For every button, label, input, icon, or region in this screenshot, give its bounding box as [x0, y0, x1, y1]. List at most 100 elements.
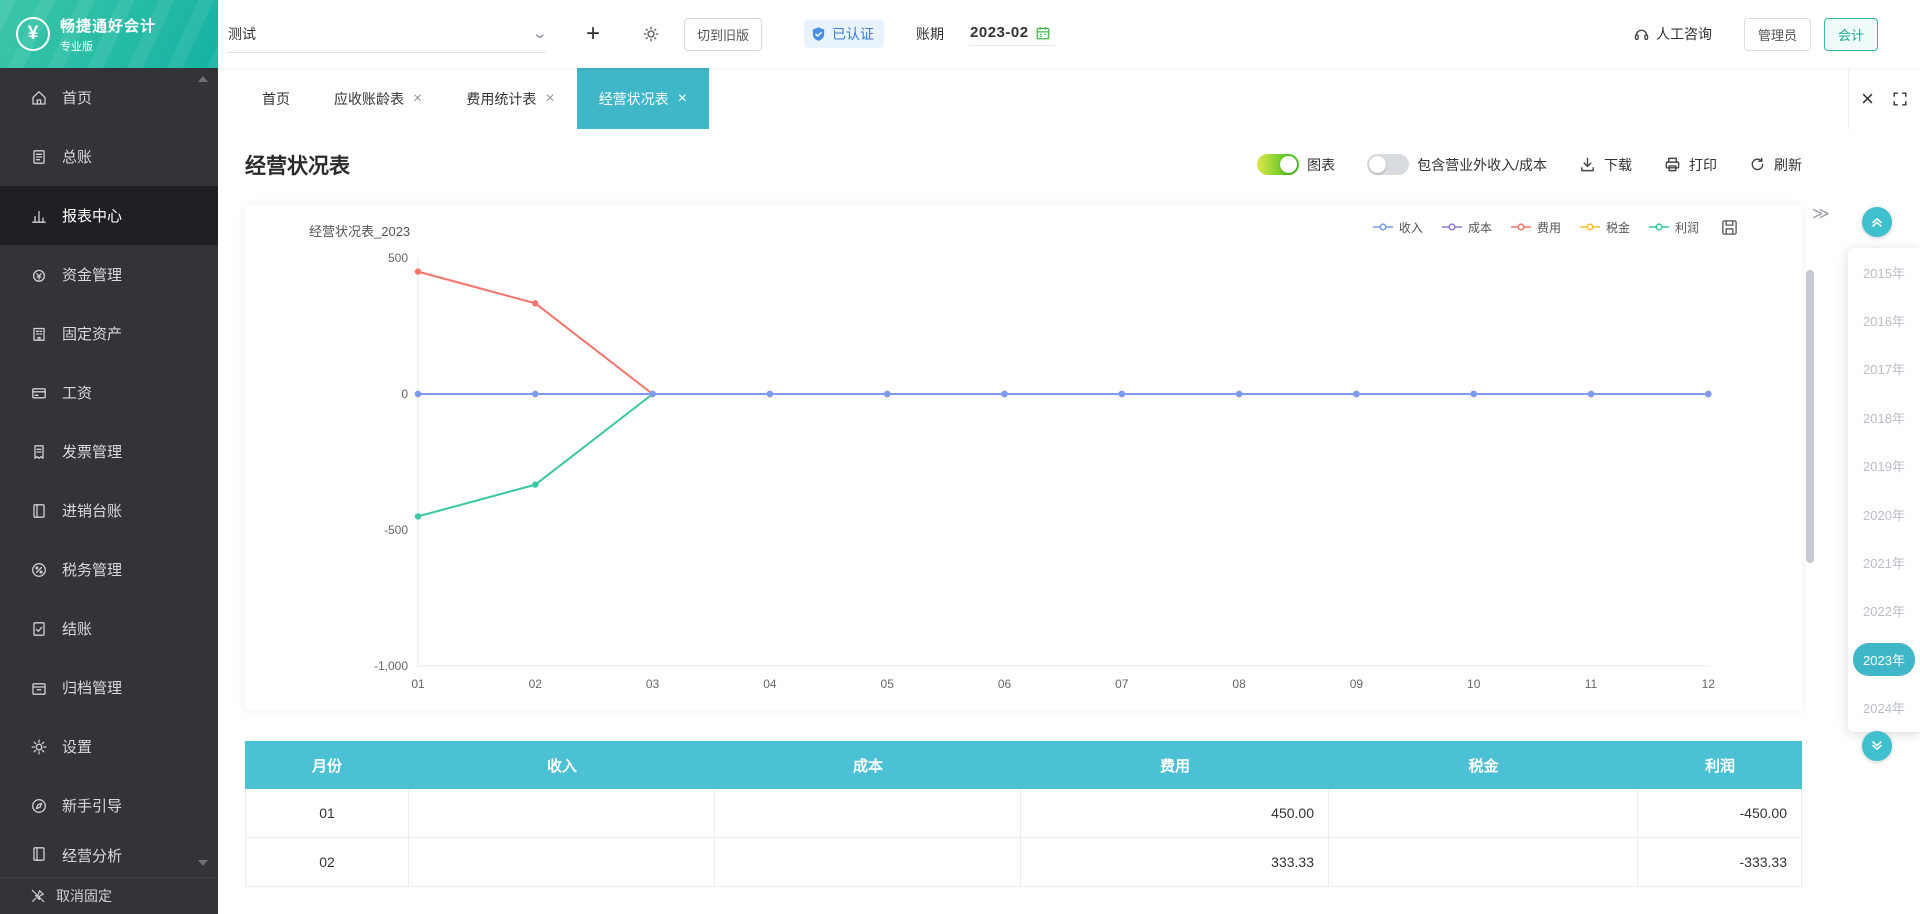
brand-name: 畅捷通好会计 — [60, 17, 157, 35]
report-table: 月份 收入 成本 费用 税金 利润 01 450.00 -450.00 02 333.33 -333… — [245, 741, 1802, 887]
sidebar-item-tax-management[interactable]: 税务管理 — [0, 540, 218, 599]
year-scroll-down-button[interactable] — [1862, 731, 1892, 761]
legend-item-税金[interactable]: 税金 — [1579, 219, 1630, 236]
sidebar-item-payroll[interactable]: 工资 — [0, 363, 218, 422]
chart-toggle[interactable] — [1257, 154, 1300, 175]
sidebar-item-settings[interactable]: 设置 — [0, 717, 218, 776]
save-chart-button[interactable] — [1721, 219, 1738, 236]
tab-home[interactable]: 首页 — [240, 68, 312, 129]
svg-text:05: 05 — [881, 677, 895, 691]
sidebar-item-report-center[interactable]: 报表中心 — [0, 186, 218, 245]
tab-close-icon[interactable]: × — [545, 89, 555, 107]
table-cell: 01 — [245, 789, 409, 837]
year-item-2022[interactable]: 2022年 — [1848, 587, 1920, 635]
tab-operating-status[interactable]: 经营状况表 × — [576, 68, 710, 129]
sidebar-item-invoice-management[interactable]: 发票管理 — [0, 422, 218, 481]
legend-item-成本[interactable]: 成本 — [1441, 219, 1492, 236]
fullscreen-button[interactable] — [1892, 91, 1908, 107]
support-link[interactable]: 人工咨询 — [1633, 24, 1712, 44]
switch-old-version-button[interactable]: 切到旧版 — [684, 17, 763, 51]
year-label: 2024年 — [1863, 701, 1905, 717]
sidebar-item-fund-management[interactable]: 资金管理 — [0, 245, 218, 304]
year-item-2015[interactable]: 2015年 — [1848, 248, 1920, 296]
year-item-2024[interactable]: 2024年 — [1848, 684, 1920, 732]
period-label: 账期 — [916, 26, 945, 42]
table-cell — [715, 789, 1021, 837]
brand-logo: ¥ 畅捷通好会计 专业版 — [0, 0, 218, 68]
close-all-tabs-button[interactable]: × — [1861, 85, 1874, 111]
svg-text:01: 01 — [411, 677, 425, 691]
top-header: ¥ 畅捷通好会计 专业版 测试 ⌄ + 切到旧版 已认证 账期 2023-02 … — [0, 0, 1920, 68]
year-item-2023[interactable]: 2023年 — [1848, 635, 1920, 683]
download-label: 下载 — [1604, 156, 1632, 173]
sidebar-item-home[interactable]: 首页 — [0, 68, 218, 127]
year-item-2021[interactable]: 2021年 — [1848, 538, 1920, 586]
tab-expense-stats[interactable]: 费用统计表 × — [444, 68, 576, 129]
sidebar-item-closing[interactable]: 结账 — [0, 599, 218, 658]
print-label: 打印 — [1689, 156, 1717, 173]
sidebar-item-label: 固定资产 — [62, 326, 123, 343]
period-picker[interactable]: 2023-02 — [970, 22, 1055, 46]
year-item-2019[interactable]: 2019年 — [1848, 442, 1920, 490]
year-label: 2017年 — [1863, 362, 1905, 378]
legend-marker — [1441, 221, 1463, 235]
year-item-2016[interactable]: 2016年 — [1848, 296, 1920, 344]
download-button[interactable]: 下载 — [1579, 155, 1632, 175]
double-chevron-up-icon — [1872, 218, 1882, 227]
table-row[interactable]: 02 333.33 -333.33 — [245, 838, 1802, 887]
chevron-down-icon: ⌄ — [531, 25, 549, 41]
admin-button[interactable]: 管理员 — [1743, 17, 1811, 51]
nonop-toggle[interactable] — [1367, 154, 1410, 175]
year-label: 2022年 — [1863, 604, 1905, 620]
settings-gear-button[interactable] — [642, 25, 660, 43]
sidebar-item-label: 进销台账 — [62, 503, 123, 520]
sidebar-item-beginner-guide[interactable]: 新手引导 — [0, 776, 218, 835]
sidebar-item-purchase-sales-ledger[interactable]: 进销台账 — [0, 481, 218, 540]
sidebar-item-general-ledger[interactable]: 总账 — [0, 127, 218, 186]
period-value: 2023-02 — [970, 24, 1029, 41]
legend-label: 费用 — [1536, 221, 1561, 235]
tab-close-icon[interactable]: × — [413, 89, 423, 107]
sidebar-item-fixed-assets[interactable]: 固定资产 — [0, 304, 218, 363]
legend-item-费用[interactable]: 费用 — [1510, 219, 1561, 236]
refresh-label: 刷新 — [1774, 156, 1802, 173]
invoice-icon — [30, 443, 48, 461]
add-company-button[interactable]: + — [586, 20, 601, 47]
home-icon — [30, 89, 48, 107]
content-scrollbar[interactable] — [1806, 270, 1814, 563]
role-button[interactable]: 会计 — [1823, 17, 1878, 51]
legend-item-收入[interactable]: 收入 — [1372, 219, 1423, 236]
sidebar-scroll-down-icon[interactable] — [198, 860, 208, 866]
year-label: 2023年 — [1853, 642, 1915, 676]
year-item-2018[interactable]: 2018年 — [1848, 393, 1920, 441]
table-header-cell: 利润 — [1704, 757, 1735, 775]
unpin-icon — [31, 889, 45, 903]
sidebar-item-partial[interactable]: 经营分析 — [0, 835, 218, 874]
year-item-2017[interactable]: 2017年 — [1848, 345, 1920, 393]
collapse-panel-icon[interactable]: ≫ — [1812, 204, 1830, 223]
certified-badge[interactable]: 已认证 — [804, 20, 885, 48]
tab-label: 经营状况表 — [598, 90, 669, 107]
table-row[interactable]: 01 450.00 -450.00 — [245, 789, 1802, 838]
save-icon — [1722, 220, 1737, 235]
refresh-button[interactable]: 刷新 — [1749, 155, 1802, 175]
percent-icon — [30, 561, 48, 579]
print-button[interactable]: 打印 — [1664, 155, 1717, 175]
legend-item-利润[interactable]: 利润 — [1648, 219, 1699, 236]
year-scroll-up-button[interactable] — [1862, 207, 1892, 237]
company-selector-value: 测试 — [228, 25, 256, 42]
tab-receivable-aging[interactable]: 应收账龄表 × — [312, 68, 444, 129]
table-header-cell: 收入 — [546, 757, 577, 775]
unpin-sidebar-button[interactable]: 取消固定 — [0, 877, 218, 914]
company-selector[interactable]: 测试 ⌄ — [228, 15, 549, 53]
tab-label: 首页 — [262, 90, 290, 107]
table-cell — [1329, 838, 1638, 886]
svg-text:06: 06 — [998, 677, 1012, 691]
year-item-2020[interactable]: 2020年 — [1848, 490, 1920, 538]
table-header-cell: 费用 — [1159, 757, 1190, 775]
tab-close-icon[interactable]: × — [677, 89, 688, 107]
tabs: 首页 应收账龄表 × 费用统计表 × 经营状况表 × — [240, 68, 710, 129]
sidebar-item-archive-management[interactable]: 归档管理 — [0, 658, 218, 717]
sidebar-scroll-up-icon[interactable] — [198, 76, 208, 82]
